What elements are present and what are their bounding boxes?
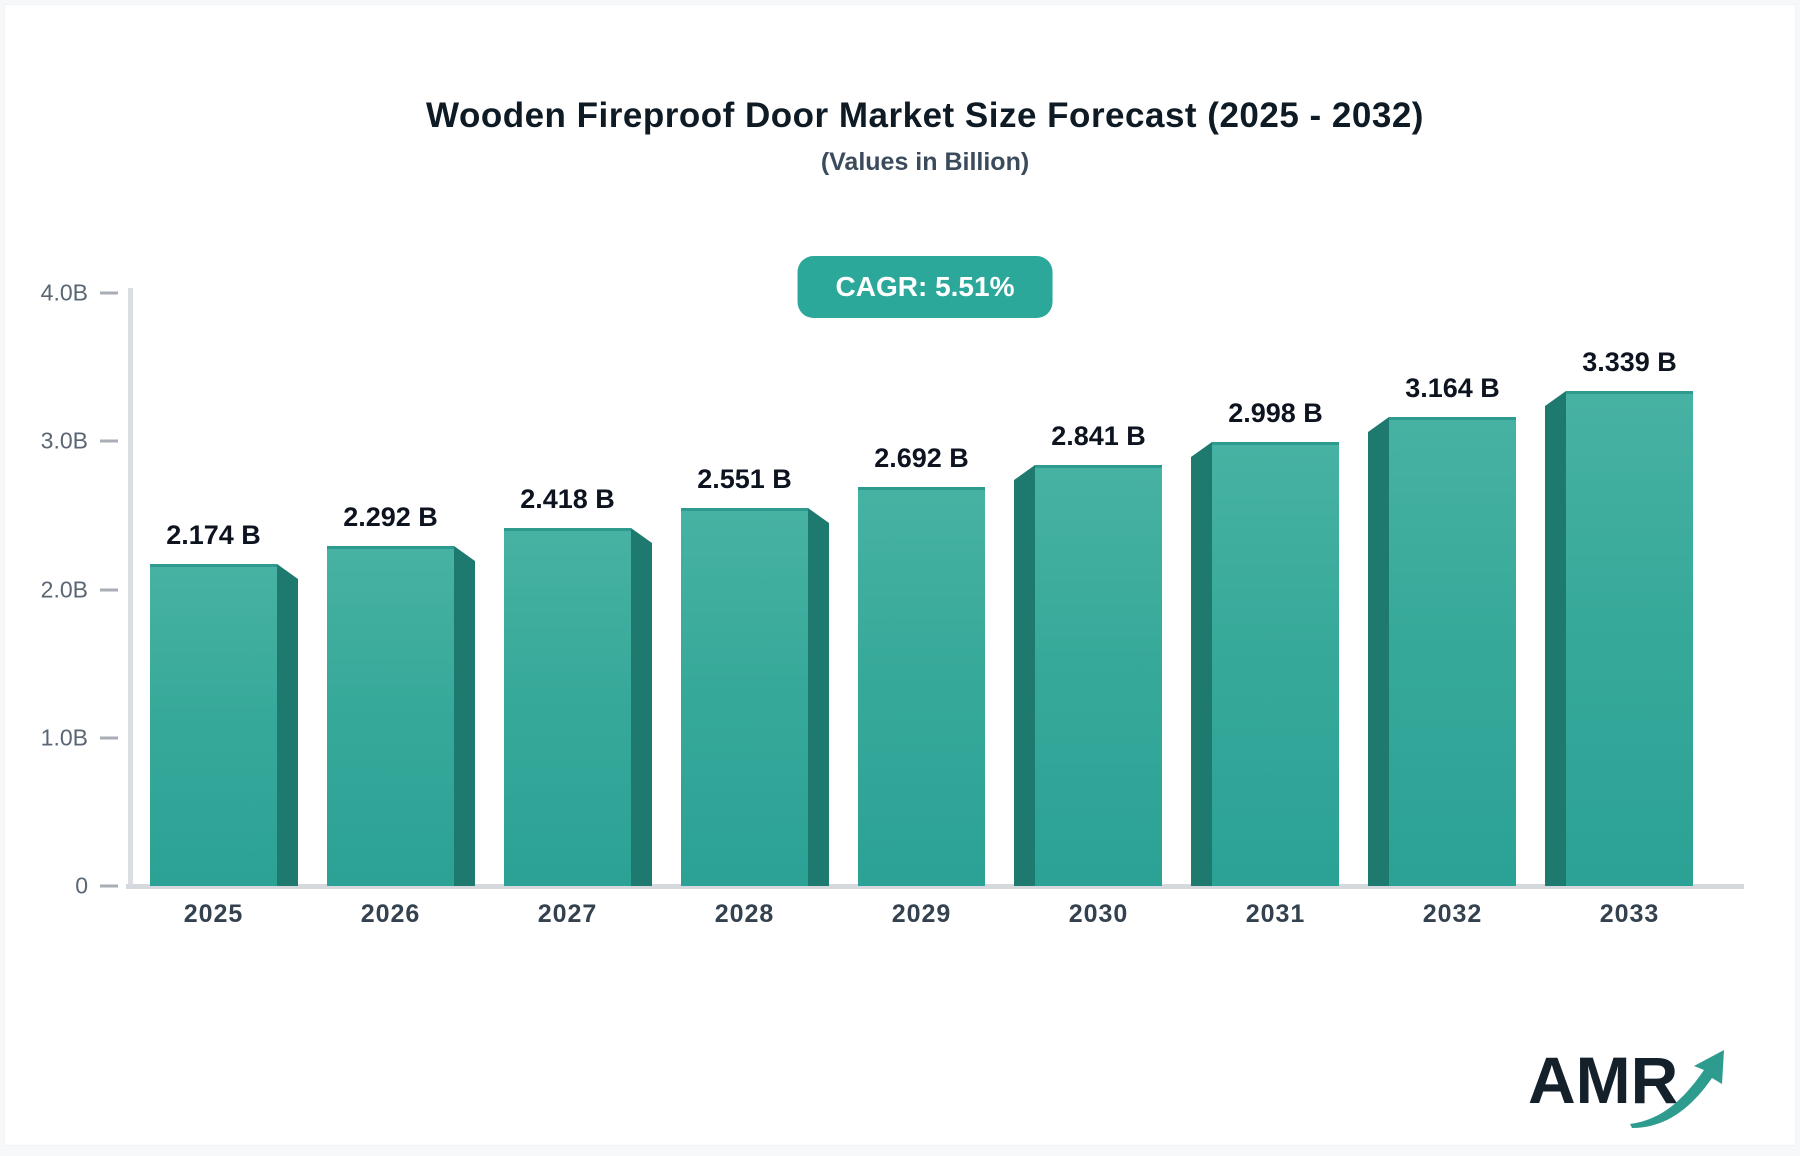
x-axis-label-2029: 2029 xyxy=(891,900,952,928)
bar-value-label: 2.841 B xyxy=(1051,421,1146,451)
bar-2030 xyxy=(1035,465,1162,886)
bar-2027 xyxy=(504,528,631,886)
bar-value-label: 2.418 B xyxy=(520,484,615,514)
y-tick-mark xyxy=(100,439,118,443)
y-tick-mark xyxy=(100,588,118,591)
x-axis-label-2031: 2031 xyxy=(1245,900,1306,928)
cagr-badge: CAGR: 5.51% xyxy=(797,256,1053,318)
x-axis-label-2028: 2028 xyxy=(714,900,775,928)
bar-2029 xyxy=(858,487,985,886)
y-tick-label: 1.0B xyxy=(40,724,88,751)
y-tick-mark xyxy=(100,884,118,888)
x-axis-label-2032: 2032 xyxy=(1422,900,1483,928)
y-axis-line xyxy=(128,288,133,888)
bar-side-2031 xyxy=(1191,442,1212,886)
bar-2032 xyxy=(1389,417,1516,886)
y-tick-label: 0 xyxy=(75,872,88,899)
logo-arrow-icon xyxy=(1630,1050,1724,1128)
x-axis-label-2033: 2033 xyxy=(1599,900,1660,928)
bar-value-label: 2.692 B xyxy=(874,443,969,473)
x-axis-label-2025: 2025 xyxy=(183,900,244,928)
bar-side-2032 xyxy=(1368,417,1389,886)
y-tick-mark xyxy=(100,736,118,740)
bar-value-label: 3.339 B xyxy=(1582,347,1677,377)
bar-2033 xyxy=(1566,391,1693,886)
bar-value-label: 3.164 B xyxy=(1405,373,1500,403)
bar-value-label: 2.998 B xyxy=(1228,398,1323,428)
y-tick-mark xyxy=(100,291,118,295)
x-axis-label-2026: 2026 xyxy=(360,900,421,928)
amr-logo-text: AMR xyxy=(1528,1043,1679,1117)
x-axis-label-2030: 2030 xyxy=(1068,900,1129,928)
y-tick-label: 3.0B xyxy=(40,427,88,454)
bar-2028 xyxy=(681,508,808,886)
bar-side-2027 xyxy=(631,528,652,886)
bar-side-2028 xyxy=(808,508,829,886)
bar-2026 xyxy=(327,546,454,886)
chart-subtitle: (Values in Billion) xyxy=(820,148,1030,176)
bar-side-2026 xyxy=(454,546,475,886)
bar-2031 xyxy=(1212,442,1339,886)
bar-side-2033 xyxy=(1545,391,1566,886)
y-tick-label: 2.0B xyxy=(40,576,88,602)
bar-value-label: 2.174 B xyxy=(166,520,261,550)
bar-value-label: 2.551 B xyxy=(697,464,792,494)
bar-2025 xyxy=(150,564,277,886)
x-axis-baseline xyxy=(126,884,1744,889)
bar-value-label: 2.292 B xyxy=(343,502,438,532)
bar-side-2030 xyxy=(1014,465,1035,886)
bar-side-2025 xyxy=(277,564,298,886)
amr-logo: AMR xyxy=(1528,1036,1738,1132)
chart-title: Wooden Fireproof Door Market Size Foreca… xyxy=(426,96,1424,135)
y-tick-label: 4.0B xyxy=(40,279,88,306)
x-axis-label-2027: 2027 xyxy=(537,900,598,928)
